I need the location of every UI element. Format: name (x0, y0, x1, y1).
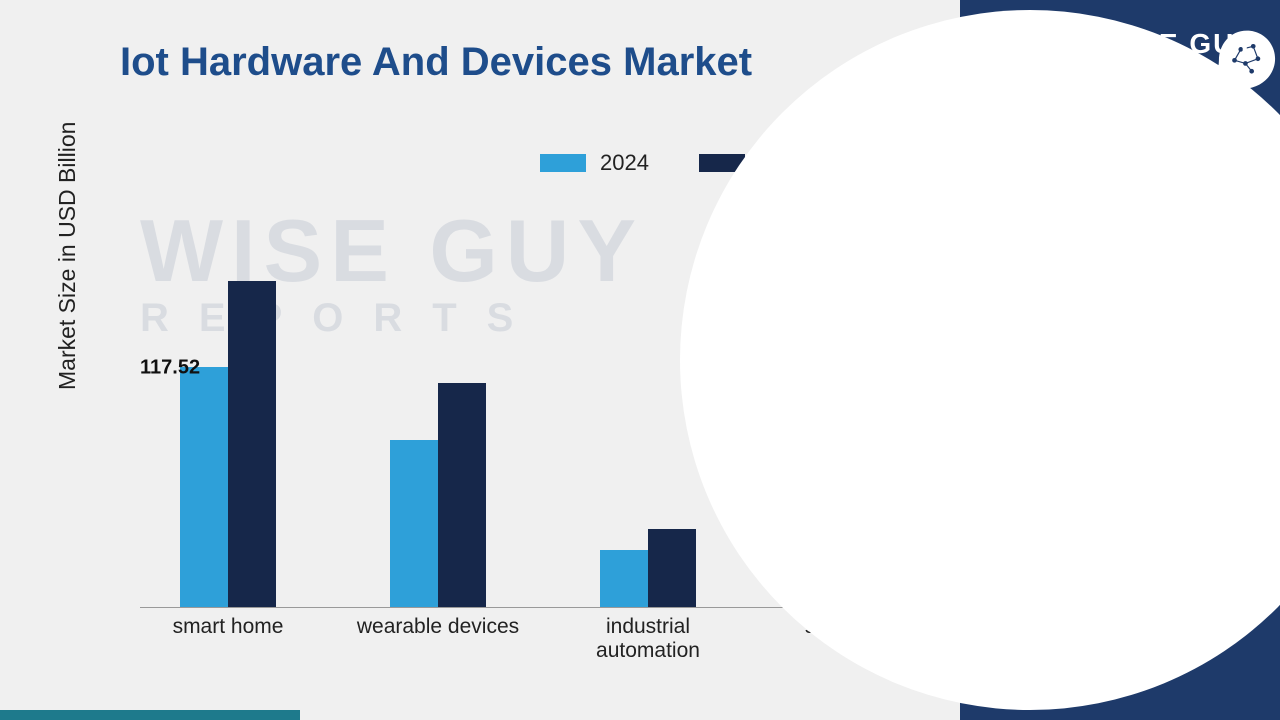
x-label: industrial automation (558, 615, 738, 663)
bar-group: smart home (180, 281, 276, 607)
right-panel: WISE GUY REPORTS (960, 0, 1280, 720)
page-title: Iot Hardware And Devices Market (120, 40, 752, 85)
bar-group: industrial automation (600, 529, 696, 607)
x-label: wearable devices (348, 615, 528, 639)
legend-swatch-2024 (540, 154, 586, 172)
legend-label-2024: 2024 (600, 150, 649, 176)
bar-group: wearable devices (390, 383, 486, 607)
brand-line2: REPORTS (1100, 58, 1256, 73)
brand-line1: WISE GUY (1100, 28, 1256, 60)
bar-2024 (600, 550, 648, 607)
x-label: smart home (138, 615, 318, 639)
bottom-accent-bar (0, 710, 300, 720)
bar-2032 (438, 383, 486, 607)
y-axis-label: Market Size in USD Billion (54, 122, 81, 390)
bar-2024 (390, 440, 438, 607)
legend-item-2024: 2024 (540, 150, 649, 176)
y-tick: 117.52 (140, 357, 200, 380)
brand: WISE GUY REPORTS (1100, 28, 1256, 73)
bar-2032 (228, 281, 276, 607)
stage: WISE GUY REPORTS Iot Hardware And Device… (0, 0, 1280, 720)
bar-2024 (180, 367, 228, 607)
bar-2032 (648, 529, 696, 607)
